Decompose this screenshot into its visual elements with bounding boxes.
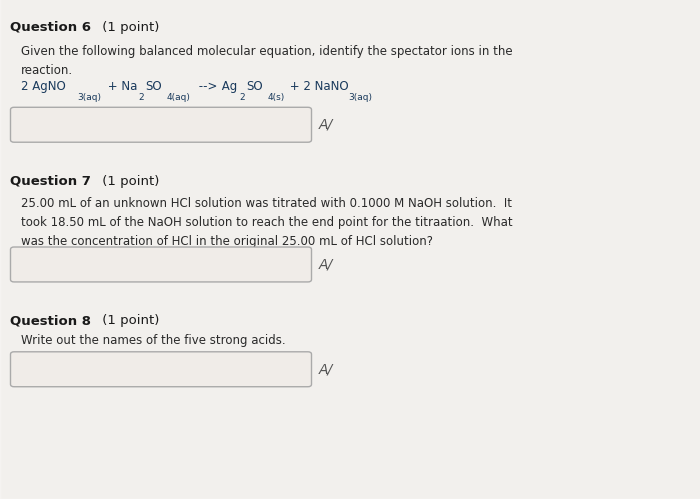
Text: Given the following balanced molecular equation, identify the spectator ions in : Given the following balanced molecular e… [21, 45, 512, 58]
FancyBboxPatch shape [10, 352, 312, 387]
Text: was the concentration of HCl in the original 25.00 mL of HCl solution?: was the concentration of HCl in the orig… [21, 235, 433, 248]
Text: 3(aq): 3(aq) [349, 93, 372, 102]
Text: 2: 2 [239, 93, 245, 102]
Text: -->: --> [195, 80, 217, 93]
FancyBboxPatch shape [10, 107, 312, 142]
Text: + 2 NaNO: + 2 NaNO [286, 80, 348, 93]
Text: A/: A/ [318, 362, 332, 376]
Text: SO: SO [146, 80, 162, 93]
Text: 3(aq): 3(aq) [77, 93, 101, 102]
Text: Write out the names of the five strong acids.: Write out the names of the five strong a… [21, 334, 286, 347]
Text: 4(s): 4(s) [267, 93, 285, 102]
Text: reaction.: reaction. [21, 64, 73, 77]
Text: A/: A/ [318, 118, 332, 132]
Text: Question 8: Question 8 [10, 314, 92, 327]
Text: Ag: Ag [218, 80, 237, 93]
Text: 2 AgNO: 2 AgNO [21, 80, 66, 93]
Text: 25.00 mL of an unknown HCl solution was titrated with 0.1000 M NaOH solution.  I: 25.00 mL of an unknown HCl solution was … [21, 197, 512, 210]
Text: took 18.50 mL of the NaOH solution to reach the end point for the titraation.  W: took 18.50 mL of the NaOH solution to re… [21, 216, 512, 229]
Text: 2: 2 [139, 93, 144, 102]
Text: (1 point): (1 point) [98, 21, 160, 34]
FancyBboxPatch shape [10, 247, 312, 282]
Text: (1 point): (1 point) [98, 175, 160, 188]
Text: Question 7: Question 7 [10, 175, 92, 188]
Text: SO: SO [246, 80, 263, 93]
Text: 4(aq): 4(aq) [167, 93, 190, 102]
Text: (1 point): (1 point) [98, 314, 160, 327]
Text: + Na: + Na [104, 80, 137, 93]
Text: A/: A/ [318, 257, 332, 271]
Text: Question 6: Question 6 [10, 21, 92, 34]
